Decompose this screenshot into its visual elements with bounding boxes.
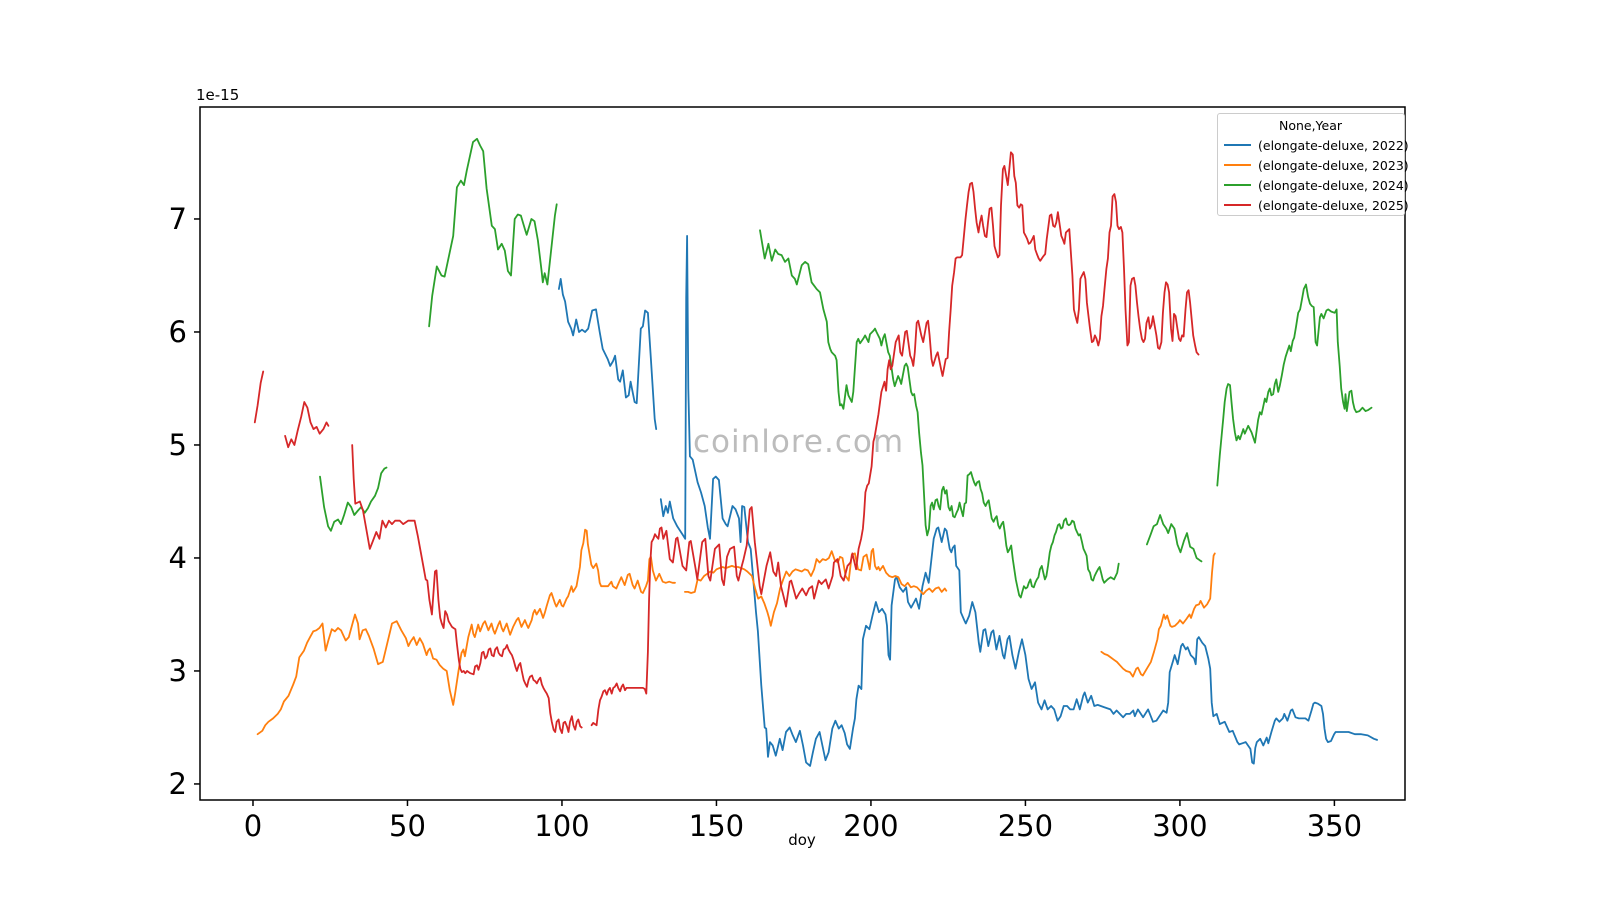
series-line-2025 [351, 444, 583, 734]
x-tick-label: 250 [998, 809, 1053, 843]
legend-line-swatch [1224, 164, 1251, 166]
series-line-2022 [558, 277, 658, 431]
series-line-2024 [1216, 283, 1373, 487]
legend-entries: (elongate-deluxe, 2022) (elongate-deluxe,… [1224, 135, 1409, 215]
x-tick-label: 200 [843, 809, 898, 843]
y-tick-label: 5 [169, 428, 187, 462]
legend-entry-label: (elongate-deluxe, 2025) [1258, 197, 1409, 213]
legend-entry-label: (elongate-deluxe, 2024) [1258, 177, 1409, 193]
y-tick-label: 2 [169, 767, 187, 801]
watermark: coinlore.com [693, 424, 905, 460]
y-tick-label: 6 [169, 315, 187, 349]
legend-line-swatch [1224, 184, 1251, 186]
legend-entry: (elongate-deluxe, 2022) [1224, 135, 1409, 155]
x-tick-label: 300 [1152, 809, 1207, 843]
series-line-2025 [284, 401, 330, 449]
series-line-2025 [253, 370, 265, 424]
series-line-2024 [759, 229, 1120, 599]
y-tick-label: 7 [169, 202, 187, 236]
y-tick-label: 3 [169, 654, 187, 688]
legend-title: None,Year [1278, 118, 1343, 133]
series-line-2023 [684, 548, 948, 627]
legend: None,Year (elongate-deluxe, 2022) (elonga… [1217, 113, 1409, 216]
legend-entry-label: (elongate-deluxe, 2023) [1258, 157, 1409, 173]
y-tick-label: 4 [169, 541, 187, 575]
legend-line-swatch [1224, 144, 1251, 146]
x-tick-label: 100 [534, 809, 589, 843]
x-tick-label: 350 [1307, 809, 1362, 843]
legend-entry: (elongate-deluxe, 2023) [1224, 155, 1409, 175]
legend-line-swatch [1224, 204, 1251, 206]
legend-entry-label: (elongate-deluxe, 2022) [1258, 137, 1409, 153]
series-line-2023 [1100, 552, 1216, 678]
axes-spines [199, 106, 1406, 801]
x-tick-label: 150 [689, 809, 744, 843]
series-line-2024 [1146, 514, 1203, 563]
legend-entry: (elongate-deluxe, 2024) [1224, 175, 1409, 195]
series-line-2022 [659, 234, 1378, 767]
series-line-2024 [319, 466, 388, 532]
x-tick-label: 50 [389, 809, 426, 843]
x-tick-label: 0 [244, 809, 262, 843]
series-line-2024 [428, 137, 558, 328]
y-axis-offset-label: 1e-15 [196, 86, 240, 104]
legend-entry: (elongate-deluxe, 2025) [1224, 195, 1409, 215]
x-axis-label: doy [788, 831, 816, 849]
series-line-2025 [590, 151, 1200, 727]
series-line-2023 [256, 528, 676, 736]
